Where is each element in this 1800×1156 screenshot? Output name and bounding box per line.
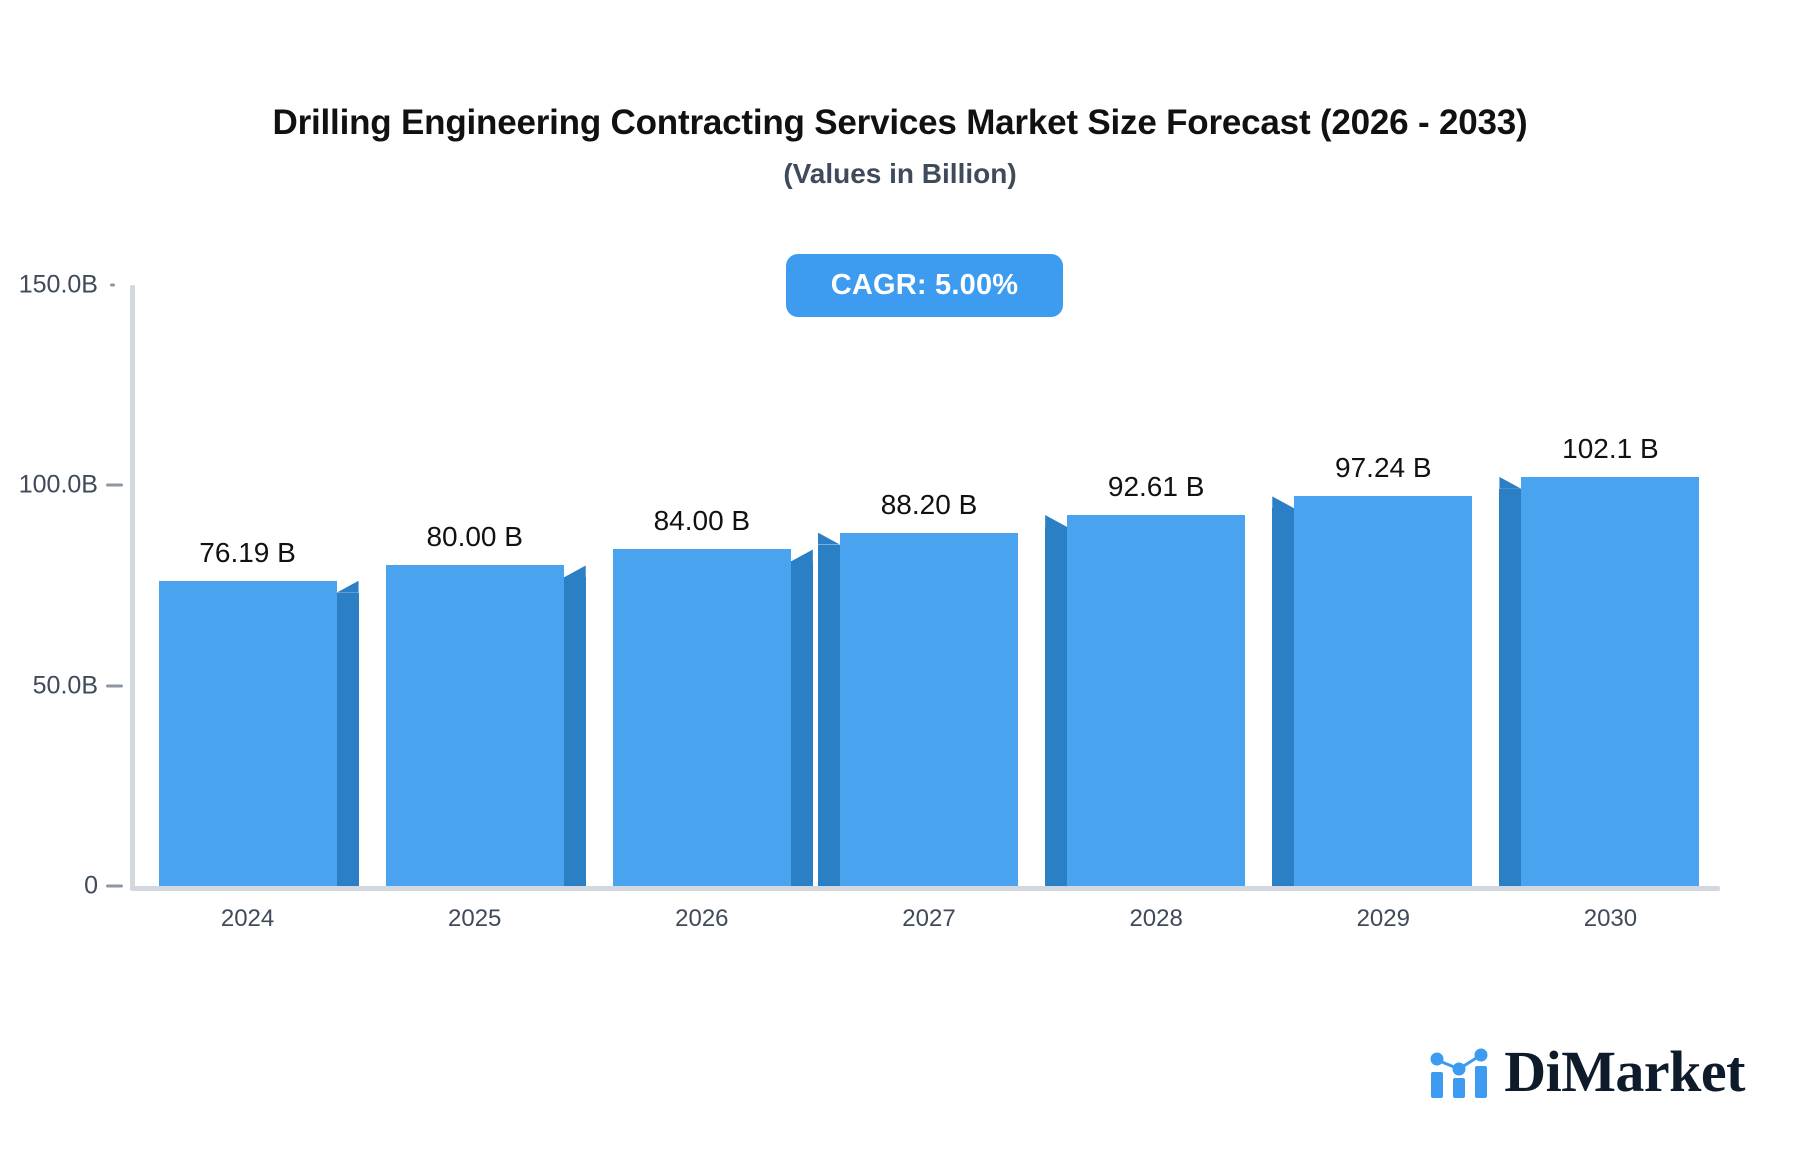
logo-text: DiMarket (1504, 1039, 1745, 1104)
bar-top-face (790, 549, 813, 562)
bar-side-face (818, 544, 840, 886)
bar: 97.24 B (1272, 452, 1473, 886)
y-axis-line (130, 285, 135, 890)
page-title: Drilling Engineering Contracting Service… (272, 103, 1528, 142)
bar-side-face (563, 577, 586, 886)
bar-front-face (1521, 476, 1700, 886)
x-axis-tick-label: 2028 (1129, 905, 1183, 932)
bar-side-face (790, 561, 813, 886)
bar-side-face (1272, 508, 1295, 886)
bar-value-label: 76.19 B (199, 536, 296, 568)
bar-series: 76.19 B 80.00 B 84.00 B 88.20 B 92.61 B 97.24… (130, 285, 1720, 890)
y-axis-tick-mark (110, 283, 115, 287)
bar-front-face (158, 580, 337, 886)
x-axis-tick-label: 2029 (1356, 905, 1410, 932)
bar-value-label: 97.24 B (1335, 452, 1432, 484)
x-axis-tick-label: 2026 (675, 905, 729, 932)
bar-side-face (1499, 488, 1522, 886)
x-axis-labels: 2024 2025 2026 2027 2028 2029 2030 (130, 905, 1720, 945)
bar-front-face (840, 532, 1018, 886)
y-axis-tick-label: 100.0B (18, 470, 98, 499)
x-axis-tick-label: 2025 (448, 905, 502, 932)
bar: 88.20 B (818, 489, 1018, 886)
y-axis-tick-label: 50.0B (32, 671, 98, 700)
bar-front-face (385, 565, 564, 886)
y-axis-tick-label: 150.0B (18, 270, 98, 299)
cagr-badge: CAGR: 5.00% (786, 254, 1063, 317)
bar-value-label: 84.00 B (653, 505, 751, 537)
bar: 84.00 B (612, 505, 813, 886)
bar-top-face (563, 565, 586, 578)
bar-chart-icon (1430, 1048, 1488, 1098)
bar: 80.00 B (385, 521, 586, 886)
brand-logo: DiMarket (1428, 1043, 1745, 1101)
bar-side-face (1045, 526, 1068, 886)
bar-front-face (1067, 514, 1246, 886)
bar: 76.19 B (158, 537, 359, 886)
bar-value-label: 102.1 B (1562, 432, 1659, 464)
y-axis-tick-mark (106, 884, 123, 888)
bar-side-face (336, 592, 359, 886)
x-axis-tick-label: 2027 (902, 905, 956, 932)
bar-value-label: 92.61 B (1107, 470, 1205, 502)
y-axis-tick-label: 0 (84, 871, 98, 900)
bar-value-label: 88.20 B (880, 488, 978, 520)
x-axis-line (130, 886, 1720, 891)
bar: 92.61 B (1045, 471, 1246, 886)
y-axis-tick-mark (106, 684, 123, 688)
x-axis-tick-label: 2024 (220, 905, 275, 932)
chart-header: Drilling Engineering Contracting Service… (0, 103, 1800, 189)
bar-top-face (336, 580, 359, 593)
bar: 102.1 B (1499, 433, 1700, 886)
bar-front-face (612, 549, 791, 886)
bar-value-label: 80.00 B (426, 521, 523, 553)
x-axis-tick-label: 2030 (1583, 905, 1638, 932)
bar-front-face (1294, 496, 1473, 886)
y-axis-tick-mark (106, 483, 123, 487)
plot-area: 76.19 B 80.00 B 84.00 B 88.20 B 92.61 B 97.24… (130, 285, 1720, 891)
chart-subtitle: (Values in Billion) (783, 157, 1017, 189)
